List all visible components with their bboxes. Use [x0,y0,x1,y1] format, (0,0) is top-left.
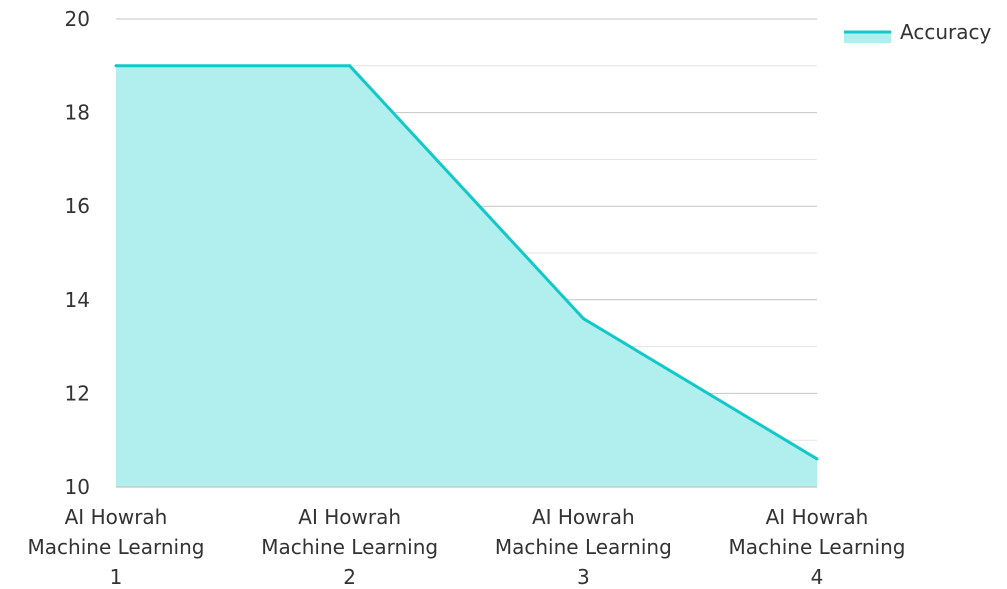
x-tick-label-line: Machine Learning [729,535,906,559]
accuracy-series-line [116,64,818,461]
x-tick-label-line: AI Howrah [65,505,168,529]
x-tick-label-3: AI Howrah Machine Learning 3 [495,505,672,589]
accuracy-area-fill [116,65,817,488]
x-tick-label-line: Machine Learning [28,535,205,559]
legend: Accuracy [844,20,991,44]
data-point-3 [581,317,585,321]
x-tick-label-line: Machine Learning [261,535,438,559]
x-tick-label-4: AI Howrah Machine Learning 4 [729,505,906,589]
data-point-1 [114,64,118,68]
data-point-4 [815,457,819,461]
x-tick-label-2: AI Howrah Machine Learning 2 [261,505,438,589]
y-tick-label: 10 [65,475,90,499]
x-tick-label-1: AI Howrah Machine Learning 1 [28,505,205,589]
accuracy-data-points [114,64,819,461]
x-tick-label-line: Machine Learning [495,535,672,559]
data-point-2 [348,64,352,68]
legend-swatch-fill [844,31,891,43]
y-tick-label: 18 [65,101,90,125]
x-tick-label-line: 3 [577,565,590,589]
x-tick-label-line: AI Howrah [766,505,869,529]
x-tick-label-line: 1 [110,565,123,589]
x-tick-label-line: AI Howrah [298,505,401,529]
x-tick-label-line: 4 [811,565,824,589]
x-axis-ticks: AI Howrah Machine Learning 1 AI Howrah Machi… [28,505,906,589]
x-tick-label-line: AI Howrah [532,505,635,529]
x-tick-label-line: 2 [343,565,356,589]
legend-label-accuracy: Accuracy [900,20,991,44]
y-tick-label: 14 [65,288,90,312]
y-tick-label: 12 [65,381,90,405]
y-tick-label: 20 [65,7,90,31]
y-tick-label: 16 [65,194,90,218]
y-axis-ticks: 10 12 14 16 18 20 [65,7,90,499]
